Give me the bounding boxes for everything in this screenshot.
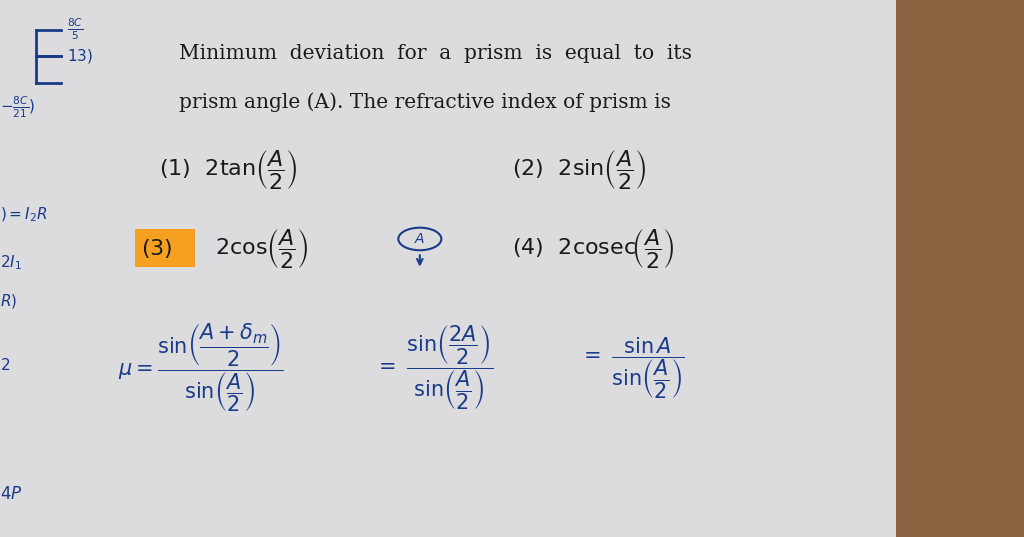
Text: $(2)\ \ 2\sin\!\left(\dfrac{A}{2}\right)$: $(2)\ \ 2\sin\!\left(\dfrac{A}{2}\right)… xyxy=(512,148,646,191)
Text: $=\ \dfrac{\sin\!\left(\dfrac{2A}{2}\right)}{\sin\!\left(\dfrac{A}{2}\right)}$: $=\ \dfrac{\sin\!\left(\dfrac{2A}{2}\rig… xyxy=(374,324,493,412)
Text: $(3)$: $(3)$ xyxy=(141,237,173,259)
Text: $(4)\ \ 2\mathrm{cosec}\!\left(\dfrac{A}{2}\right)$: $(4)\ \ 2\mathrm{cosec}\!\left(\dfrac{A}… xyxy=(512,227,674,270)
FancyBboxPatch shape xyxy=(896,0,1024,537)
Text: $A$: $A$ xyxy=(414,232,426,246)
Text: $4P$: $4P$ xyxy=(0,485,23,503)
Text: Minimum  deviation  for  a  prism  is  equal  to  its: Minimum deviation for a prism is equal t… xyxy=(179,44,692,63)
Text: $13)$: $13)$ xyxy=(67,47,92,66)
Text: $\frac{8C}{5}$: $\frac{8C}{5}$ xyxy=(67,17,83,42)
Text: $2I_1$: $2I_1$ xyxy=(0,254,22,272)
Text: $\mu = \dfrac{\sin\!\left(\dfrac{A+\delta_m}{2}\right)}{\sin\!\left(\dfrac{A}{2}: $\mu = \dfrac{\sin\!\left(\dfrac{A+\delt… xyxy=(118,322,284,414)
FancyBboxPatch shape xyxy=(0,0,896,537)
Text: $-\frac{8C}{21})$: $-\frac{8C}{21})$ xyxy=(0,95,36,120)
Text: $R)$: $R)$ xyxy=(0,292,17,310)
Text: $(1)\ \ 2\tan\!\left(\dfrac{A}{2}\right)$: $(1)\ \ 2\tan\!\left(\dfrac{A}{2}\right)… xyxy=(159,148,297,191)
Text: $=\ \dfrac{\sin A}{\sin\!\left(\dfrac{A}{2}\right)}$: $=\ \dfrac{\sin A}{\sin\!\left(\dfrac{A}… xyxy=(579,335,684,401)
Text: $2$: $2$ xyxy=(0,357,10,373)
FancyBboxPatch shape xyxy=(135,229,195,267)
Text: $2\cos\!\left(\dfrac{A}{2}\right)$: $2\cos\!\left(\dfrac{A}{2}\right)$ xyxy=(215,227,308,270)
Text: prism angle (A). The refractive index of prism is: prism angle (A). The refractive index of… xyxy=(179,92,671,112)
Text: $)=I_2R$: $)=I_2R$ xyxy=(0,206,47,224)
